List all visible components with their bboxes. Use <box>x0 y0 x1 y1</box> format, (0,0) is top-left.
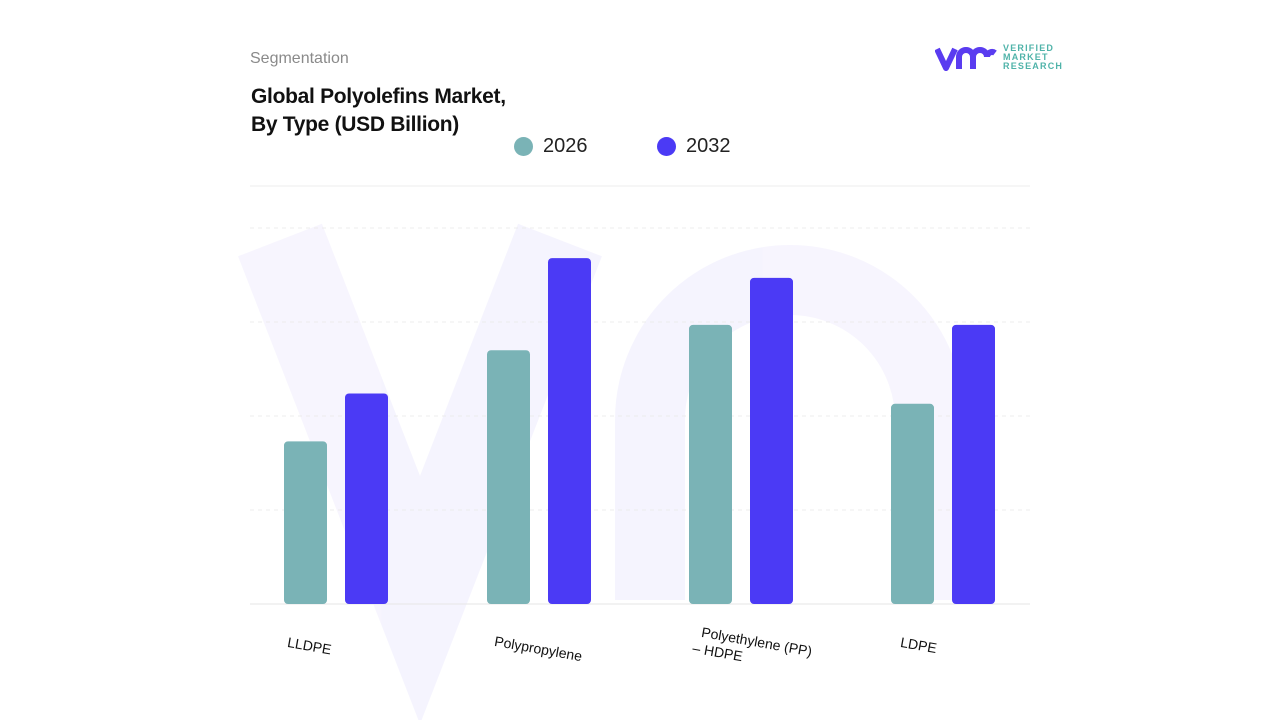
logo-text: VERIFIED MARKET RESEARCH <box>1003 44 1063 71</box>
bar-2032-0 <box>345 393 388 604</box>
legend-swatch-2026 <box>514 137 533 156</box>
logo-line-2: MARKET <box>1003 52 1049 62</box>
vmr-logo-icon <box>935 46 997 71</box>
legend-label-2032: 2032 <box>686 135 731 157</box>
title-line-2: By Type (USD Billion) <box>251 113 459 136</box>
logo-line-1: VERIFIED <box>1003 43 1055 53</box>
bar-2026-0 <box>284 441 327 604</box>
section-label: Segmentation <box>250 50 349 67</box>
logo-line-3: RESEARCH <box>1003 61 1064 71</box>
legend-swatch-2032 <box>657 137 676 156</box>
vmr-logo: VERIFIED MARKET RESEARCH <box>935 44 1063 71</box>
bar-2026-3 <box>891 403 934 604</box>
chart-title: Global Polyolefins Market, By Type (USD … <box>251 83 506 139</box>
bar-2032-1 <box>548 258 591 604</box>
bar-2026-2 <box>689 324 732 604</box>
bar-2032-2 <box>750 277 793 604</box>
bar-2026-1 <box>487 350 530 604</box>
legend-item-2026: 2026 <box>514 135 588 158</box>
bar-2032-3 <box>952 324 995 604</box>
legend-label-2026: 2026 <box>543 135 588 157</box>
title-line-1: Global Polyolefins Market, <box>251 85 506 108</box>
legend-item-2032: 2032 <box>657 135 731 158</box>
